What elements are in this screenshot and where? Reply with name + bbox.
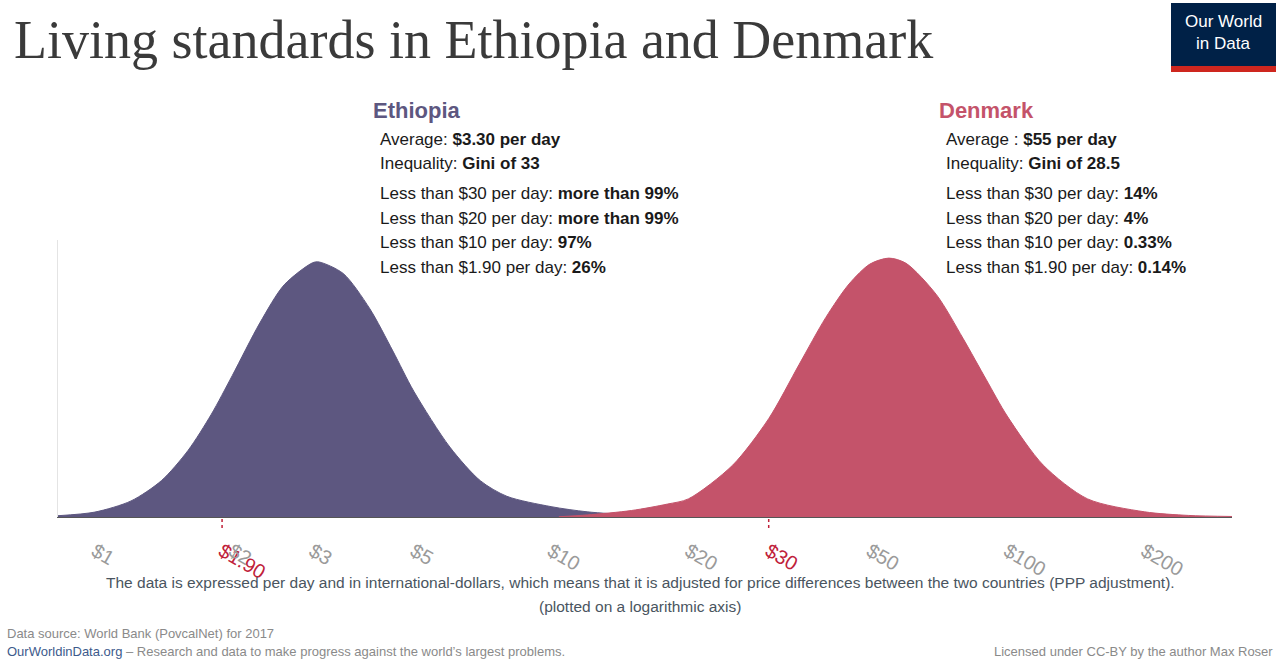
svg-text:$50: $50 bbox=[863, 539, 903, 575]
svg-text:$3: $3 bbox=[306, 539, 336, 569]
svg-text:$30: $30 bbox=[762, 539, 802, 575]
svg-text:Less than $20 per day: more th: Less than $20 per day: more than 99% bbox=[380, 209, 679, 228]
svg-text:$1.90: $1.90 bbox=[215, 539, 269, 583]
svg-text:$200: $200 bbox=[1138, 539, 1188, 580]
svg-text:$5: $5 bbox=[407, 539, 437, 569]
svg-text:Less than $1.90 per day: 26%: Less than $1.90 per day: 26% bbox=[380, 258, 606, 277]
svg-text:Less than $1.90 per day: 0.14%: Less than $1.90 per day: 0.14% bbox=[946, 258, 1186, 277]
svg-text:(plotted on a logarithmic axis: (plotted on a logarithmic axis) bbox=[539, 598, 741, 615]
svg-text:$20: $20 bbox=[681, 539, 721, 575]
svg-text:The data is expressed per day: The data is expressed per day and in int… bbox=[106, 574, 1175, 591]
svg-text:Living standards in Ethiopia a: Living standards in Ethiopia and Denmark bbox=[14, 10, 933, 70]
svg-text:Data source: World Bank (Povca: Data source: World Bank (PovcalNet) for … bbox=[7, 626, 274, 641]
svg-text:Inequality: Gini of 28.5: Inequality: Gini of 28.5 bbox=[946, 154, 1120, 173]
svg-text:Inequality: Gini of 33: Inequality: Gini of 33 bbox=[380, 154, 540, 173]
svg-text:Our World: Our World bbox=[1185, 12, 1262, 31]
svg-text:Ethiopia: Ethiopia bbox=[373, 98, 461, 123]
svg-text:$2: $2 bbox=[225, 539, 255, 569]
svg-text:Average: $3.30 per day: Average: $3.30 per day bbox=[380, 130, 561, 149]
svg-text:Less than $10 per day: 97%: Less than $10 per day: 97% bbox=[380, 233, 592, 252]
svg-text:Less than $20 per day: 4%: Less than $20 per day: 4% bbox=[946, 209, 1148, 228]
svg-text:OurWorldinData.org – Research: OurWorldinData.org – Research and data t… bbox=[7, 644, 565, 659]
svg-text:Denmark: Denmark bbox=[939, 98, 1034, 123]
svg-text:Less than $30 per day: more th: Less than $30 per day: more than 99% bbox=[380, 184, 679, 203]
svg-text:Less than $10 per day: 0.33%: Less than $10 per day: 0.33% bbox=[946, 233, 1172, 252]
svg-text:$10: $10 bbox=[544, 539, 584, 575]
svg-text:$1: $1 bbox=[88, 539, 118, 569]
svg-text:$100: $100 bbox=[1000, 539, 1050, 580]
svg-text:Average : $55 per day: Average : $55 per day bbox=[946, 130, 1117, 149]
svg-text:Licensed under CC-BY by the au: Licensed under CC-BY by the author Max R… bbox=[994, 644, 1273, 659]
svg-text:Less than $30 per day: 14%: Less than $30 per day: 14% bbox=[946, 184, 1158, 203]
svg-text:in Data: in Data bbox=[1196, 34, 1250, 53]
